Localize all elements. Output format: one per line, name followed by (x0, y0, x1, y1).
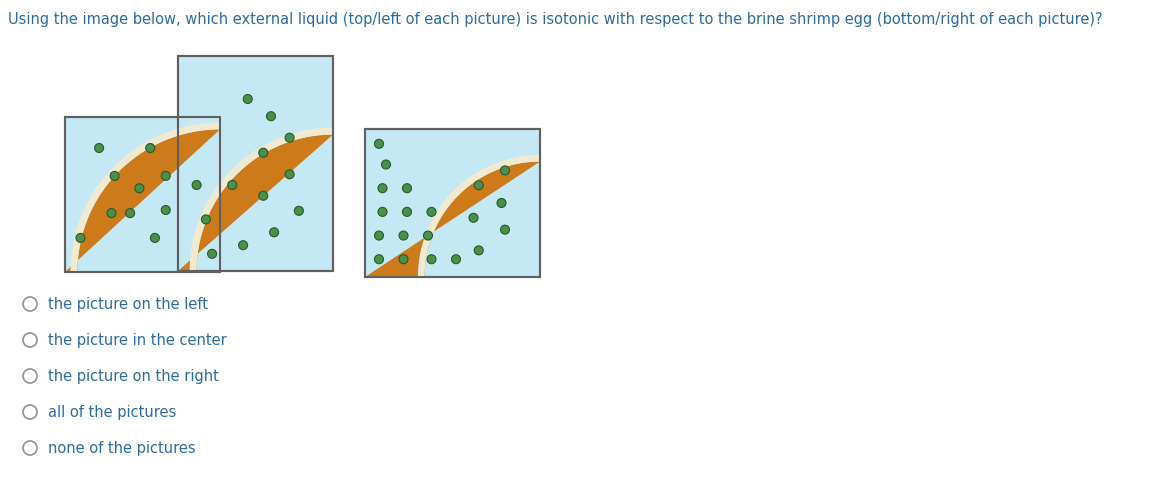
Circle shape (452, 255, 461, 264)
Circle shape (207, 250, 217, 259)
Circle shape (258, 192, 267, 201)
Bar (178, 57, 334, 271)
Circle shape (427, 208, 437, 217)
Circle shape (266, 112, 276, 121)
Polygon shape (178, 135, 334, 271)
Circle shape (110, 172, 119, 181)
Text: Using the image below, which external liquid (top/left of each picture) is isoto: Using the image below, which external li… (8, 12, 1102, 27)
Circle shape (374, 231, 383, 240)
Text: none of the pictures: none of the pictures (47, 441, 196, 456)
Circle shape (285, 134, 294, 143)
Circle shape (469, 214, 478, 223)
Polygon shape (65, 130, 220, 273)
Polygon shape (190, 128, 334, 271)
Text: all of the pictures: all of the pictures (47, 405, 176, 420)
Circle shape (497, 199, 506, 208)
Bar (65, 118, 220, 273)
Text: the picture on the left: the picture on the left (47, 297, 208, 312)
Circle shape (374, 255, 383, 264)
Circle shape (161, 206, 170, 215)
Bar (365, 130, 540, 277)
Circle shape (400, 255, 408, 264)
Circle shape (378, 208, 387, 217)
Circle shape (192, 181, 201, 190)
Bar (65, 118, 220, 273)
Circle shape (146, 144, 155, 153)
Circle shape (76, 234, 85, 243)
Text: the picture in the center: the picture in the center (47, 333, 227, 348)
Circle shape (424, 231, 432, 240)
Circle shape (125, 209, 134, 218)
Circle shape (239, 241, 248, 250)
Circle shape (243, 96, 252, 104)
Circle shape (378, 184, 387, 193)
Circle shape (258, 149, 267, 158)
Circle shape (151, 234, 160, 243)
Circle shape (475, 246, 483, 255)
Circle shape (374, 140, 383, 149)
Bar (178, 57, 334, 271)
Polygon shape (71, 123, 220, 273)
Circle shape (95, 144, 103, 153)
Circle shape (201, 216, 211, 225)
Bar (365, 130, 540, 277)
Circle shape (381, 161, 390, 169)
Circle shape (403, 184, 411, 193)
Circle shape (134, 184, 144, 193)
Circle shape (500, 167, 510, 176)
Circle shape (228, 181, 236, 190)
Circle shape (270, 228, 279, 237)
Circle shape (285, 170, 294, 180)
Circle shape (161, 172, 170, 181)
Text: the picture on the right: the picture on the right (47, 369, 219, 384)
Circle shape (475, 181, 483, 191)
Circle shape (400, 231, 408, 240)
Polygon shape (418, 156, 540, 277)
Circle shape (403, 208, 411, 217)
Circle shape (294, 207, 303, 216)
Circle shape (427, 255, 437, 264)
Polygon shape (365, 162, 540, 277)
Circle shape (500, 226, 510, 235)
Circle shape (107, 209, 116, 218)
